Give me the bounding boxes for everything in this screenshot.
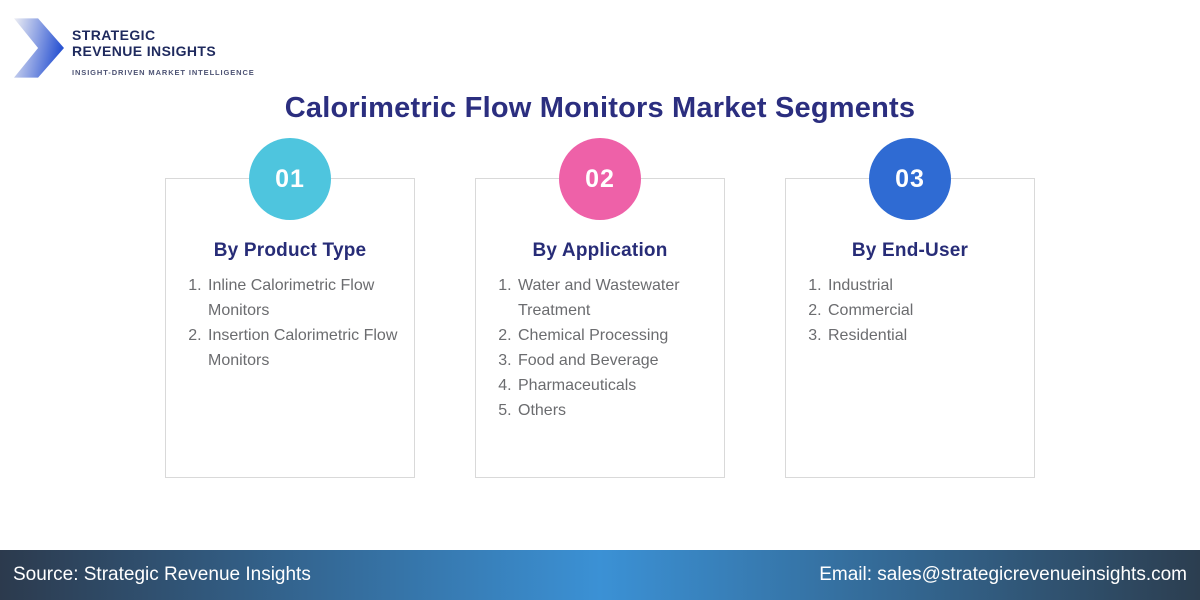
page-title: Calorimetric Flow Monitors Market Segmen… <box>284 92 916 124</box>
step-number: 02 <box>585 164 615 193</box>
logo-name-line2: REVENUE INSIGHTS <box>72 43 217 59</box>
segment-item: Water and Wastewater Treatment <box>516 273 708 323</box>
segment-cards: 01 By Product Type Inline Calorimetric F… <box>0 138 1200 478</box>
card-heading: By Application <box>532 240 668 261</box>
segment-item: Industrial <box>826 273 1018 298</box>
segment-list: Water and Wastewater TreatmentChemical P… <box>476 273 724 423</box>
segment-item: Others <box>516 398 708 423</box>
segment-item: Food and Beverage <box>516 348 708 373</box>
step-number: 01 <box>275 164 305 193</box>
logo-name-line1: STRATEGIC <box>72 27 156 43</box>
logo-name: STRATEGIC REVENUE INSIGHTS INSIGHT-DRIVE… <box>72 16 255 77</box>
segment-item: Commercial <box>826 298 1018 323</box>
step-number: 03 <box>895 164 925 193</box>
card-heading: By Product Type <box>213 240 367 261</box>
segment-item: Pharmaceuticals <box>516 373 708 398</box>
segment-card-product-type: 01 By Product Type Inline Calorimetric F… <box>165 138 415 478</box>
logo: STRATEGIC REVENUE INSIGHTS INSIGHT-DRIVE… <box>14 16 255 80</box>
segment-card-end-user: 03 By End-User IndustrialCommercialResid… <box>785 138 1035 478</box>
segment-card-application: 02 By Application Water and Wastewater T… <box>475 138 725 478</box>
segment-item: Chemical Processing <box>516 323 708 348</box>
segment-item: Inline Calorimetric Flow Monitors <box>206 273 398 323</box>
logo-chevron-icon <box>14 18 64 78</box>
segment-list: Inline Calorimetric Flow MonitorsInserti… <box>166 273 414 373</box>
step-number-badge: 03 <box>869 138 951 220</box>
step-number-badge: 01 <box>249 138 331 220</box>
email-text: Email: sales@strategicrevenueinsights.co… <box>819 564 1187 585</box>
source-text: Source: Strategic Revenue Insights <box>13 564 311 585</box>
segment-item: Insertion Calorimetric Flow Monitors <box>206 323 398 373</box>
footer-bar: Source: Strategic Revenue Insights Email… <box>0 550 1200 600</box>
segment-item: Residential <box>826 323 1018 348</box>
card-heading: By End-User <box>851 240 969 261</box>
step-number-badge: 02 <box>559 138 641 220</box>
logo-tagline: INSIGHT-DRIVEN MARKET INTELLIGENCE <box>72 68 255 77</box>
segment-list: IndustrialCommercialResidential <box>786 273 1034 348</box>
